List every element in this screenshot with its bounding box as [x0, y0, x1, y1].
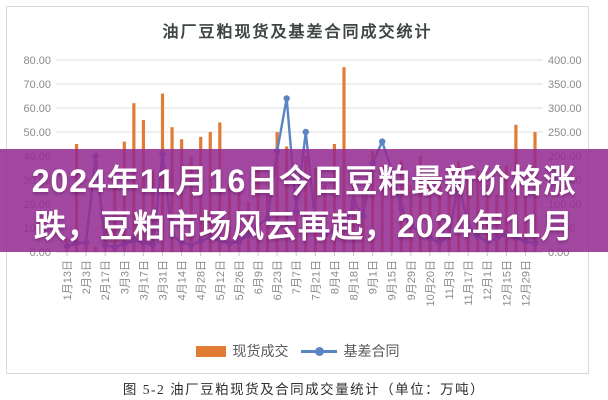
- svg-text:12月1日: 12月1日: [482, 260, 494, 300]
- x-axis-labels: 1月13日 2月3日 2月17日 3月3日 3月17日 3月31日 4月14日 4月28日 5月…: [62, 252, 532, 306]
- svg-text:3月3日: 3月3日: [119, 260, 131, 294]
- svg-text:250.00: 250.00: [548, 127, 582, 139]
- svg-text:400.00: 400.00: [548, 55, 582, 67]
- svg-text:5月26日: 5月26日: [234, 260, 246, 300]
- svg-text:10月20日: 10月20日: [425, 260, 437, 306]
- svg-text:9月15日: 9月15日: [387, 260, 399, 300]
- svg-text:8月18日: 8月18日: [349, 260, 361, 300]
- chart-legend: 现货成交 基差合同: [7, 341, 588, 361]
- svg-text:3月31日: 3月31日: [158, 260, 170, 300]
- svg-text:8月4日: 8月4日: [329, 260, 341, 294]
- headline-banner: 2024年11月16日今日豆粕最新价格涨 跌，豆粕市场风云再起，2024年11月: [0, 149, 608, 252]
- legend-item-spot: 现货成交: [195, 341, 289, 361]
- figure-caption: 图 5-2 油厂豆粕现货及合同成交量统计（单位：万吨）: [122, 382, 486, 397]
- svg-text:7月21日: 7月21日: [310, 260, 322, 300]
- line-marker-icon: [300, 346, 337, 356]
- svg-text:50.00: 50.00: [23, 127, 51, 139]
- svg-text:9月29日: 9月29日: [406, 260, 418, 300]
- svg-text:11月3日: 11月3日: [444, 260, 456, 300]
- svg-text:4月14日: 4月14日: [177, 260, 189, 300]
- svg-text:2月3日: 2月3日: [81, 260, 93, 294]
- svg-text:12月29日: 12月29日: [520, 260, 532, 306]
- headline-line-1: 2024年11月16日今日豆粕最新价格涨: [31, 163, 577, 199]
- svg-text:1月13日: 1月13日: [62, 260, 74, 300]
- svg-text:300.00: 300.00: [548, 103, 582, 115]
- svg-text:12月15日: 12月15日: [501, 260, 513, 306]
- svg-text:350.00: 350.00: [548, 79, 582, 91]
- svg-text:2月17日: 2月17日: [100, 260, 112, 300]
- legend-label-basis: 基差合同: [343, 343, 400, 359]
- svg-text:7月7日: 7月7日: [291, 260, 303, 294]
- svg-text:11月17日: 11月17日: [463, 260, 475, 306]
- bar-swatch-icon: [195, 345, 226, 357]
- svg-text:70.00: 70.00: [23, 79, 51, 91]
- svg-text:60.00: 60.00: [23, 103, 51, 115]
- legend-label-spot: 现货成交: [232, 343, 289, 359]
- svg-text:9月1日: 9月1日: [368, 260, 380, 294]
- svg-text:6月9日: 6月9日: [253, 260, 265, 294]
- chart-title: 油厂豆粕现货及基差合同成交统计: [162, 24, 433, 41]
- svg-text:80.00: 80.00: [23, 55, 51, 67]
- svg-text:5月12日: 5月12日: [215, 260, 227, 300]
- svg-text:6月23日: 6月23日: [272, 260, 284, 300]
- svg-text:3月17日: 3月17日: [138, 260, 150, 300]
- svg-text:4月28日: 4月28日: [196, 260, 208, 300]
- legend-item-basis: 基差合同: [300, 341, 400, 361]
- headline-line-2: 跌，豆粕市场风云再起，2024年11月: [33, 208, 575, 244]
